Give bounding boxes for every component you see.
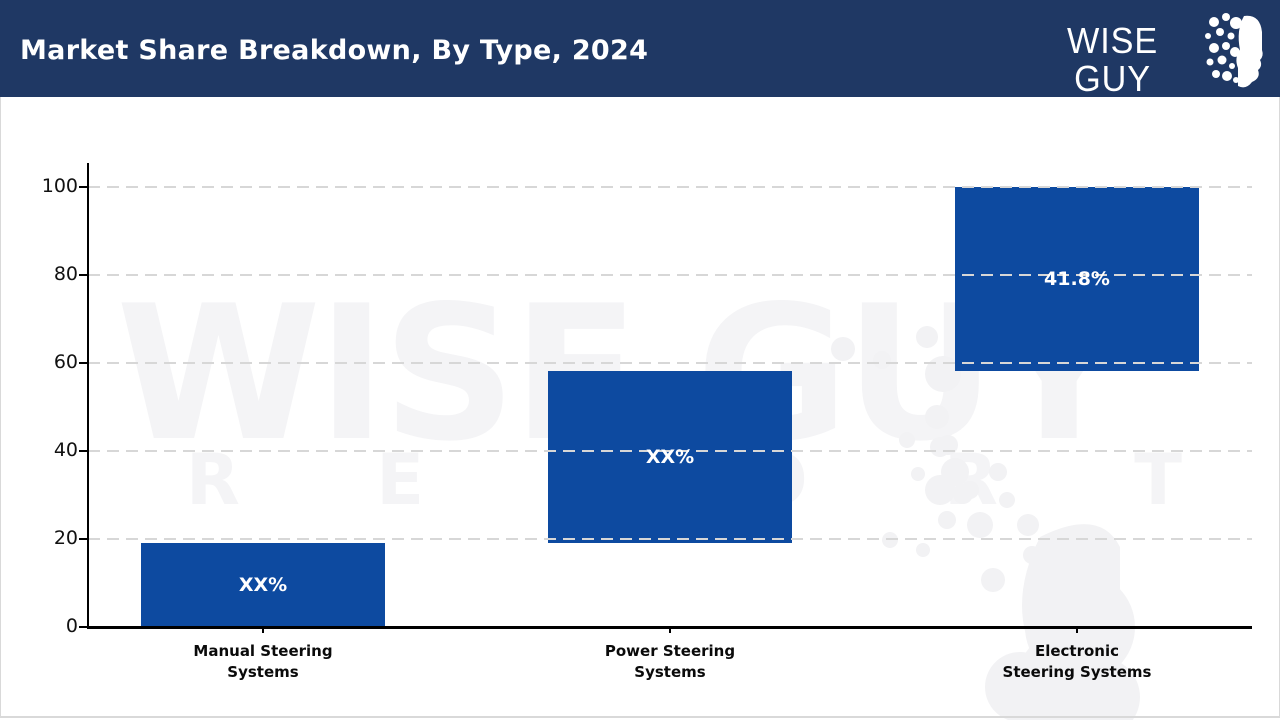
page-border-bottom — [0, 716, 1280, 718]
y-axis-tick — [79, 626, 87, 628]
y-axis-tick-label: 40 — [53, 439, 78, 461]
bar-value-label: XX% — [238, 574, 288, 597]
bar-segment — [141, 543, 385, 627]
y-axis-tick-label: 80 — [53, 263, 78, 285]
gridline — [88, 362, 1252, 364]
x-axis-tick — [669, 626, 671, 633]
x-axis-tick — [1076, 626, 1078, 633]
y-axis-tick — [79, 186, 87, 188]
x-axis-tick — [262, 626, 264, 633]
page-title: Market Share Breakdown, By Type, 2024 — [20, 35, 649, 66]
gridline — [88, 186, 1252, 188]
y-axis-tick — [79, 274, 87, 276]
y-axis-tick-label: 100 — [41, 175, 78, 197]
y-axis-line — [87, 163, 89, 629]
brand-subtitle: R E P O R T S — [1033, 102, 1189, 134]
brand-name: WISE GUY — [1066, 20, 1159, 99]
brand-logo: WISE GUY R E P O R T S — [1016, 8, 1266, 134]
y-axis-tick-label: 20 — [53, 527, 78, 549]
y-axis-tick-label: 60 — [53, 351, 78, 373]
bar-value-label: XX% — [645, 446, 695, 469]
gridline — [88, 538, 1252, 540]
logo-face-icon — [1205, 13, 1263, 88]
y-axis-tick-label: 0 — [65, 615, 78, 637]
page-border-left — [0, 97, 1, 717]
bar-value-label: 41.8% — [1044, 267, 1110, 290]
bar-segment — [548, 370, 792, 544]
bar-segment — [955, 187, 1199, 371]
gridline — [88, 274, 1252, 276]
y-axis-tick — [79, 538, 87, 540]
brand-wordmark: WISE GUY R E P O R T S — [1016, 22, 1200, 136]
header-bar: Market Share Breakdown, By Type, 2024 WI… — [0, 0, 1280, 134]
y-axis-tick — [79, 362, 87, 364]
category-label: Power Steering Systems — [604, 642, 736, 681]
watermark-face-dots — [831, 326, 1140, 720]
gridline — [88, 450, 1252, 452]
category-label: Electronic Steering Systems — [1002, 642, 1152, 681]
category-label: Manual Steering Systems — [193, 642, 333, 681]
y-axis-tick — [79, 450, 87, 452]
plot-area: WISE GUY R E P O R T S 020406080100XX%Ma… — [0, 97, 1280, 720]
